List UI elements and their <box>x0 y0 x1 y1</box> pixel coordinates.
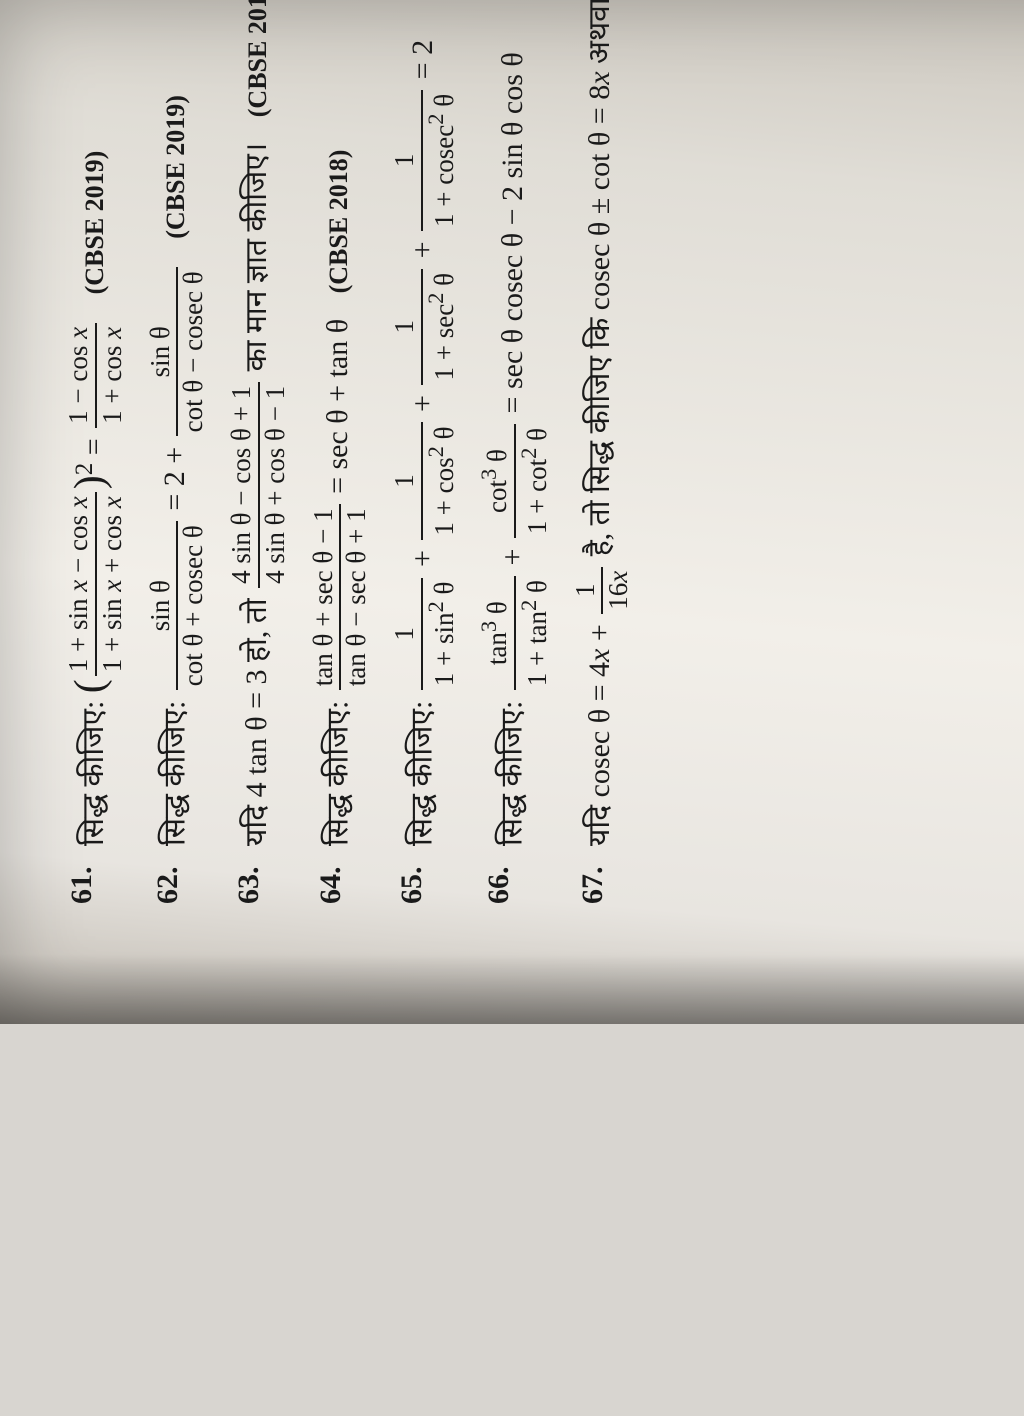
question-number: 66. <box>477 846 521 904</box>
question-lead: सिद्ध कीजिए: <box>158 701 191 846</box>
question-body: यदि 4 tan θ = 3 हो, तो 4 sin θ − cos θ +… <box>227 0 290 846</box>
question-65: 65. सिद्ध कीजिए: 11 + sin2 θ + 11 + cos2… <box>390 0 459 904</box>
question-math: यदि cosec θ = 4x + 116x है, तो सिद्ध कीज… <box>583 0 616 846</box>
question-64: 64. सिद्ध कीजिए: tan θ + sec θ − 1tan θ … <box>309 0 372 904</box>
question-number: 64. <box>309 846 353 904</box>
question-body: यदि cosec θ = 4x + 116x है, तो सिद्ध कीज… <box>571 0 634 846</box>
question-number: 63. <box>227 846 271 904</box>
question-lead: सिद्ध कीजिए: <box>321 701 354 846</box>
question-lead: सिद्ध कीजिए: <box>77 701 110 846</box>
question-list: 61. सिद्ध कीजिए: (1 + sin x − cos x1 + s… <box>60 0 652 904</box>
question-math: tan3 θ1 + tan2 θ + cot3 θ1 + cot2 θ = se… <box>496 52 529 693</box>
question-number: 61. <box>60 846 104 904</box>
question-number: 67. <box>571 846 615 904</box>
question-math: 11 + sin2 θ + 11 + cos2 θ + 11 + sec2 θ … <box>406 40 439 693</box>
question-math: यदि 4 tan θ = 3 हो, तो 4 sin θ − cos θ +… <box>240 143 273 846</box>
exam-tag: (CBSE 2019) <box>161 95 190 239</box>
question-body: सिद्ध कीजिए: sin θcot θ + cosec θ = 2 + … <box>146 0 209 846</box>
question-math: tan θ + sec θ − 1tan θ − sec θ + 1 = sec… <box>321 319 354 693</box>
question-62: 62. सिद्ध कीजिए: sin θcot θ + cosec θ = … <box>146 0 209 904</box>
question-67: 67. यदि cosec θ = 4x + 116x है, तो सिद्ध… <box>571 0 634 904</box>
question-body: सिद्ध कीजिए: tan3 θ1 + tan2 θ + cot3 θ1 … <box>477 0 552 846</box>
exam-tag: (CBSE 2018) <box>243 0 272 117</box>
exam-tag: (CBSE 2019) <box>80 151 109 295</box>
question-body: सिद्ध कीजिए: (1 + sin x − cos x1 + sin x… <box>60 0 128 846</box>
question-number: 65. <box>390 846 434 904</box>
question-body: सिद्ध कीजिए: 11 + sin2 θ + 11 + cos2 θ +… <box>390 0 459 846</box>
question-61: 61. सिद्ध कीजिए: (1 + sin x − cos x1 + s… <box>60 0 128 904</box>
textbook-page: 61. सिद्ध कीजिए: (1 + sin x − cos x1 + s… <box>0 0 1024 1024</box>
question-lead: सिद्ध कीजिए: <box>496 701 529 846</box>
page-binding-shadow <box>0 954 1024 1024</box>
question-body: सिद्ध कीजिए: tan θ + sec θ − 1tan θ − se… <box>309 0 372 846</box>
question-number: 62. <box>146 846 190 904</box>
question-66: 66. सिद्ध कीजिए: tan3 θ1 + tan2 θ + cot3… <box>477 0 552 904</box>
exam-tag: (CBSE 2018) <box>324 150 353 294</box>
question-lead: सिद्ध कीजिए: <box>406 701 439 846</box>
question-math: sin θcot θ + cosec θ = 2 + sin θcot θ − … <box>158 264 191 693</box>
question-math: (1 + sin x − cos x1 + sin x + cos x)2 = … <box>77 320 110 693</box>
question-63: 63. यदि 4 tan θ = 3 हो, तो 4 sin θ − cos… <box>227 0 290 904</box>
